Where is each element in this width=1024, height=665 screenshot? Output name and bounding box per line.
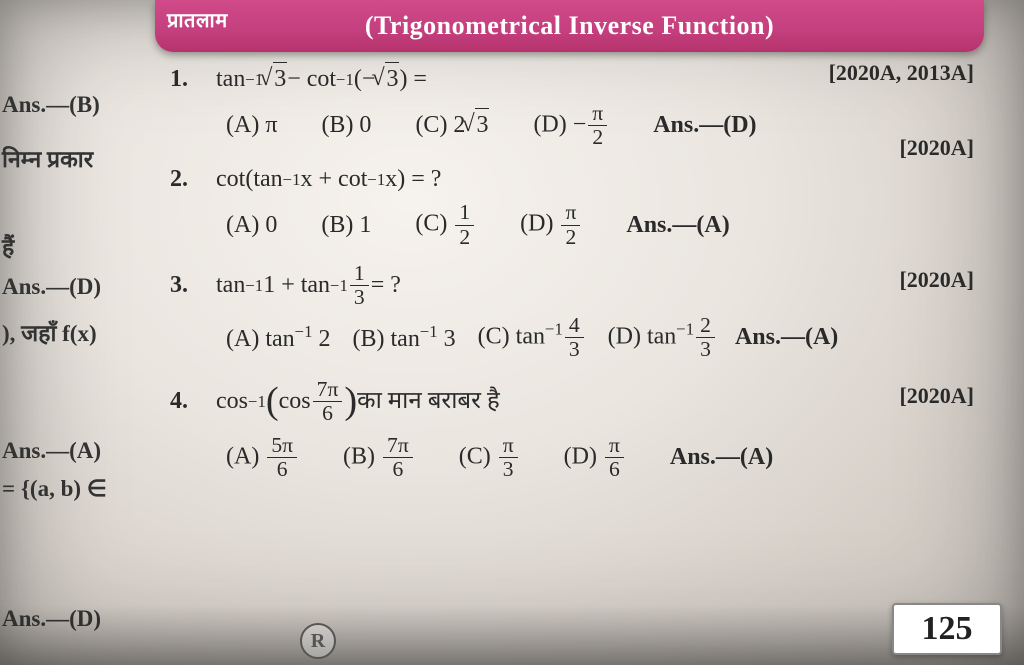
left-annotations: Ans.—(B) निम्न प्रकार हैं Ans.—(D) ), जह… xyxy=(0,70,150,638)
q3-optC: (C) tan−143 xyxy=(478,315,586,361)
q3-optB: (B) tan−1 3 xyxy=(353,320,456,357)
q1-optC: (C) 23 xyxy=(415,108,489,143)
q4-optD: (D) π6 xyxy=(564,435,626,481)
chapter-header: प्रातलाम (Trigonometrical Inverse Functi… xyxy=(155,0,984,52)
q4-ans: Ans.—(A) xyxy=(670,441,773,475)
left-ans-b: Ans.—(B) xyxy=(0,86,150,124)
q3-options: (A) tan−1 2 (B) tan−1 3 (C) tan−143 (D) … xyxy=(226,315,1004,361)
q3-line: 3. tan−1 1 + tan−1 13 = ? xyxy=(170,263,1004,309)
page-number: 125 xyxy=(892,603,1002,655)
q1-optD: (D) −π2 xyxy=(533,103,609,149)
left-set: = {(a, b) ∈ xyxy=(0,470,150,508)
left-jahan: ), जहाँ f(x) xyxy=(0,310,150,354)
q1-ans: Ans.—(D) xyxy=(653,109,756,143)
q2-year: [2020A] xyxy=(899,133,974,164)
q2-optC: (C) 12 xyxy=(415,202,476,248)
q4-options: (A) 5π6 (B) 7π6 (C) π3 (D) π6 Ans.—(A) xyxy=(226,435,1004,481)
q2-optD: (D) π2 xyxy=(520,202,582,248)
left-hain: हैं xyxy=(0,224,150,268)
q1-optA: (A) π xyxy=(226,109,277,143)
q4-optA: (A) 5π6 xyxy=(226,435,299,481)
q4-year: [2020A] xyxy=(899,381,974,412)
q2-line: 2. cot(tan−1 x + cot−1 x) = ? xyxy=(170,163,1004,197)
q3-optA: (A) tan−1 2 xyxy=(226,320,331,357)
header-title: (Trigonometrical Inverse Function) xyxy=(365,11,774,41)
left-ans-d: Ans.—(D) xyxy=(0,268,150,306)
q1-num: 1. xyxy=(170,63,198,97)
q2-optB: (B) 1 xyxy=(321,209,371,243)
r-mark: R xyxy=(300,623,336,659)
q4-optC: (C) π3 xyxy=(459,435,520,481)
q2-optA: (A) 0 xyxy=(226,209,277,243)
q2-options: (A) 0 (B) 1 (C) 12 (D) π2 Ans.—(A) xyxy=(226,202,1004,248)
q3-num: 3. xyxy=(170,269,198,303)
q3-ans: Ans.—(A) xyxy=(735,321,838,355)
q4-line: 4. cos−1 ( cos 7π6 ) का मान बराबर है xyxy=(170,375,1004,429)
q4-optB: (B) 7π6 xyxy=(343,435,415,481)
left-ans-d2: Ans.—(D) xyxy=(0,600,150,638)
page: प्रातलाम (Trigonometrical Inverse Functi… xyxy=(0,0,1024,665)
q3-year: [2020A] xyxy=(899,265,974,296)
q2-ans: Ans.—(A) xyxy=(626,209,729,243)
q4-num: 4. xyxy=(170,385,198,419)
q1-options: (A) π (B) 0 (C) 23 (D) −π2 Ans.—(D) xyxy=(226,103,1004,149)
content-area: [2020A, 2013A] 1. tan−1 3 − cot−1 (−3) =… xyxy=(170,56,1004,495)
left-nimn: निम्न प्रकार xyxy=(0,136,150,180)
bottom-shadow xyxy=(0,605,1024,665)
q1-year: [2020A, 2013A] xyxy=(829,58,974,89)
q3-optD: (D) tan−123 xyxy=(608,315,717,361)
header-prefix: प्रातलाम xyxy=(167,6,228,33)
left-ans-a: Ans.—(A) xyxy=(0,432,150,470)
q2-num: 2. xyxy=(170,163,198,197)
q1-optB: (B) 0 xyxy=(321,109,371,143)
